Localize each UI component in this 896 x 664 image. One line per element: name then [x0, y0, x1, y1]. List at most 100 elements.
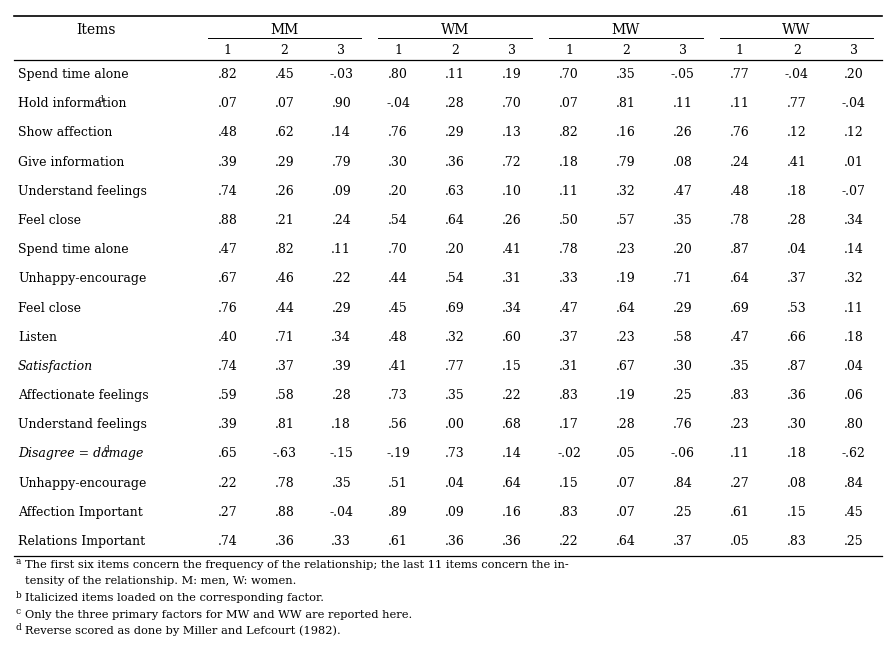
Text: .01: .01 — [844, 155, 864, 169]
Text: .19: .19 — [616, 389, 636, 402]
Text: Relations Important: Relations Important — [18, 535, 145, 548]
Text: .45: .45 — [388, 301, 408, 315]
Text: .50: .50 — [559, 214, 579, 227]
Text: .08: .08 — [787, 477, 806, 489]
Text: .20: .20 — [844, 68, 864, 81]
Text: .25: .25 — [673, 506, 693, 519]
Text: .11: .11 — [729, 97, 750, 110]
Text: 3: 3 — [849, 44, 857, 58]
Text: .63: .63 — [445, 185, 465, 198]
Text: .88: .88 — [218, 214, 237, 227]
Text: .73: .73 — [445, 448, 465, 460]
Text: .12: .12 — [787, 126, 806, 139]
Text: .39: .39 — [218, 418, 237, 431]
Text: b: b — [16, 590, 22, 600]
Text: 2: 2 — [280, 44, 289, 58]
Text: .77: .77 — [787, 97, 806, 110]
Text: .23: .23 — [730, 418, 750, 431]
Text: .70: .70 — [388, 243, 408, 256]
Text: Understand feelings: Understand feelings — [18, 185, 147, 198]
Text: -.04: -.04 — [330, 506, 353, 519]
Text: .47: .47 — [559, 301, 579, 315]
Text: .30: .30 — [673, 360, 693, 373]
Text: tensity of the relationship. M: men, W: women.: tensity of the relationship. M: men, W: … — [25, 576, 297, 586]
Text: .37: .37 — [559, 331, 579, 344]
Text: .11: .11 — [844, 301, 864, 315]
Text: .70: .70 — [502, 97, 521, 110]
Text: WM: WM — [441, 23, 470, 37]
Text: .17: .17 — [559, 418, 579, 431]
Text: c: c — [16, 607, 22, 616]
Text: .10: .10 — [502, 185, 522, 198]
Text: .90: .90 — [332, 97, 351, 110]
Text: .22: .22 — [218, 477, 237, 489]
Text: .70: .70 — [559, 68, 579, 81]
Text: .77: .77 — [445, 360, 465, 373]
Text: .26: .26 — [274, 185, 294, 198]
Text: Items: Items — [77, 23, 116, 37]
Text: .59: .59 — [218, 389, 237, 402]
Text: .34: .34 — [502, 301, 522, 315]
Text: .39: .39 — [332, 360, 351, 373]
Text: .16: .16 — [616, 126, 636, 139]
Text: .56: .56 — [388, 418, 408, 431]
Text: .00: .00 — [445, 418, 465, 431]
Text: -.07: -.07 — [841, 185, 866, 198]
Text: .15: .15 — [787, 506, 806, 519]
Text: .19: .19 — [502, 68, 521, 81]
Text: .48: .48 — [218, 126, 237, 139]
Text: .47: .47 — [730, 331, 750, 344]
Text: .40: .40 — [218, 331, 237, 344]
Text: .47: .47 — [673, 185, 693, 198]
Text: MW: MW — [612, 23, 640, 37]
Text: .11: .11 — [559, 185, 579, 198]
Text: .60: .60 — [502, 331, 522, 344]
Text: .18: .18 — [787, 448, 806, 460]
Text: 1: 1 — [223, 44, 231, 58]
Text: .19: .19 — [616, 272, 636, 286]
Text: .80: .80 — [388, 68, 409, 81]
Text: -.63: -.63 — [272, 448, 297, 460]
Text: .28: .28 — [445, 97, 465, 110]
Text: .29: .29 — [445, 126, 465, 139]
Text: .76: .76 — [673, 418, 693, 431]
Text: .65: .65 — [218, 448, 237, 460]
Text: .28: .28 — [332, 389, 351, 402]
Text: .72: .72 — [503, 155, 521, 169]
Text: a: a — [16, 558, 22, 566]
Text: .09: .09 — [445, 506, 465, 519]
Text: 2: 2 — [452, 44, 459, 58]
Text: .07: .07 — [559, 97, 579, 110]
Text: .12: .12 — [844, 126, 864, 139]
Text: .54: .54 — [388, 214, 408, 227]
Text: .83: .83 — [729, 389, 750, 402]
Text: .30: .30 — [787, 418, 806, 431]
Text: -.04: -.04 — [386, 97, 410, 110]
Text: .57: .57 — [616, 214, 635, 227]
Text: Feel close: Feel close — [18, 301, 81, 315]
Text: .64: .64 — [445, 214, 465, 227]
Text: .22: .22 — [503, 389, 521, 402]
Text: .35: .35 — [445, 389, 465, 402]
Text: .33: .33 — [332, 535, 351, 548]
Text: .32: .32 — [844, 272, 864, 286]
Text: -.62: -.62 — [841, 448, 866, 460]
Text: The first six items concern the frequency of the relationship; the last 11 items: The first six items concern the frequenc… — [25, 560, 569, 570]
Text: .81: .81 — [274, 418, 294, 431]
Text: .04: .04 — [787, 243, 806, 256]
Text: d: d — [103, 446, 108, 454]
Text: .35: .35 — [730, 360, 750, 373]
Text: .34: .34 — [332, 331, 351, 344]
Text: .66: .66 — [787, 331, 806, 344]
Text: .46: .46 — [274, 272, 294, 286]
Text: .69: .69 — [730, 301, 750, 315]
Text: .07: .07 — [616, 506, 636, 519]
Text: .33: .33 — [559, 272, 579, 286]
Text: Hold information: Hold information — [18, 97, 126, 110]
Text: .83: .83 — [559, 389, 579, 402]
Text: .64: .64 — [616, 301, 636, 315]
Text: .18: .18 — [787, 185, 806, 198]
Text: -.05: -.05 — [671, 68, 694, 81]
Text: .83: .83 — [559, 506, 579, 519]
Text: .45: .45 — [844, 506, 864, 519]
